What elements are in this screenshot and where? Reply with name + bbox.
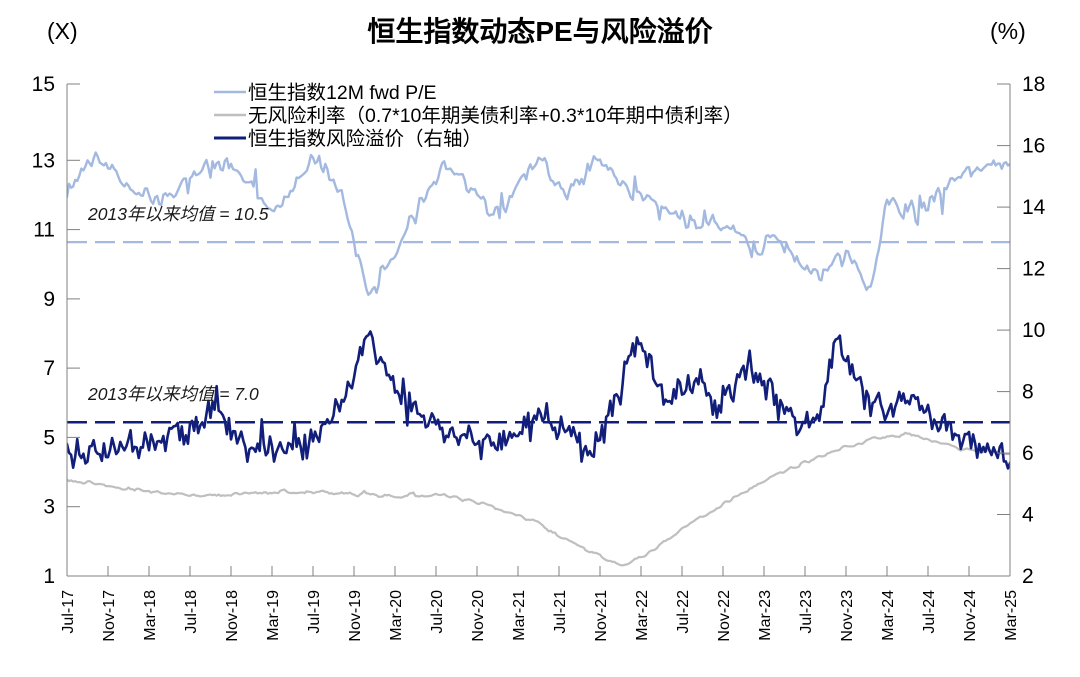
- svg-text:16: 16: [1022, 135, 1045, 158]
- svg-text:Nov-23: Nov-23: [839, 590, 856, 642]
- svg-text:12: 12: [1022, 258, 1045, 281]
- svg-text:Jul-22: Jul-22: [675, 590, 692, 634]
- svg-text:15: 15: [32, 73, 55, 96]
- svg-text:Nov-19: Nov-19: [347, 590, 364, 642]
- svg-text:无风险利率（0.7*10年期美债利率+0.3*10年期中债利: 无风险利率（0.7*10年期美债利率+0.3*10年期中债利率）: [248, 105, 743, 127]
- svg-text:2: 2: [1022, 565, 1034, 588]
- svg-text:Mar-21: Mar-21: [511, 590, 528, 641]
- svg-text:Jul-24: Jul-24: [921, 590, 938, 634]
- svg-text:恒生指数动态PE与风险溢价: 恒生指数动态PE与风险溢价: [367, 15, 713, 47]
- svg-text:Nov-18: Nov-18: [224, 590, 241, 642]
- svg-text:(%): (%): [990, 18, 1026, 44]
- svg-text:Jul-23: Jul-23: [798, 590, 815, 634]
- svg-text:Mar-20: Mar-20: [388, 590, 405, 641]
- svg-text:5: 5: [43, 426, 55, 449]
- svg-text:Jul-20: Jul-20: [429, 590, 446, 634]
- svg-text:9: 9: [43, 288, 55, 311]
- svg-text:4: 4: [1022, 504, 1034, 527]
- svg-text:14: 14: [1022, 196, 1046, 219]
- svg-text:Mar-22: Mar-22: [634, 590, 651, 641]
- svg-text:Nov-24: Nov-24: [962, 590, 979, 642]
- svg-text:Nov-20: Nov-20: [470, 590, 487, 642]
- svg-text:18: 18: [1022, 73, 1045, 96]
- svg-text:13: 13: [32, 149, 55, 172]
- svg-text:1: 1: [43, 565, 55, 588]
- svg-text:Nov-17: Nov-17: [101, 590, 118, 642]
- svg-text:Jul-21: Jul-21: [552, 590, 569, 634]
- svg-text:Mar-23: Mar-23: [757, 590, 774, 641]
- svg-text:7: 7: [43, 357, 55, 380]
- svg-text:Mar-25: Mar-25: [1003, 590, 1020, 641]
- svg-text:Nov-21: Nov-21: [593, 590, 610, 642]
- svg-text:10: 10: [1022, 319, 1045, 342]
- svg-text:Nov-22: Nov-22: [716, 590, 733, 642]
- svg-text:Mar-18: Mar-18: [142, 590, 159, 641]
- svg-text:恒生指数风险溢价（右轴）: 恒生指数风险溢价（右轴）: [248, 128, 482, 150]
- svg-text:11: 11: [33, 219, 55, 242]
- svg-text:2013年以来均值 = 7.0: 2013年以来均值 = 7.0: [87, 384, 259, 404]
- svg-text:(X): (X): [47, 18, 78, 44]
- svg-text:Mar-19: Mar-19: [265, 590, 282, 641]
- svg-text:恒生指数12M fwd P/E: 恒生指数12M fwd P/E: [248, 82, 437, 104]
- svg-text:Jul-17: Jul-17: [60, 590, 77, 634]
- svg-text:Mar-24: Mar-24: [880, 590, 897, 641]
- svg-text:3: 3: [43, 496, 55, 519]
- svg-text:Jul-19: Jul-19: [306, 590, 323, 634]
- svg-text:6: 6: [1022, 442, 1034, 465]
- svg-text:2013年以来均值 = 10.5: 2013年以来均值 = 10.5: [87, 204, 269, 224]
- svg-text:8: 8: [1022, 381, 1034, 404]
- svg-text:Jul-18: Jul-18: [183, 590, 200, 634]
